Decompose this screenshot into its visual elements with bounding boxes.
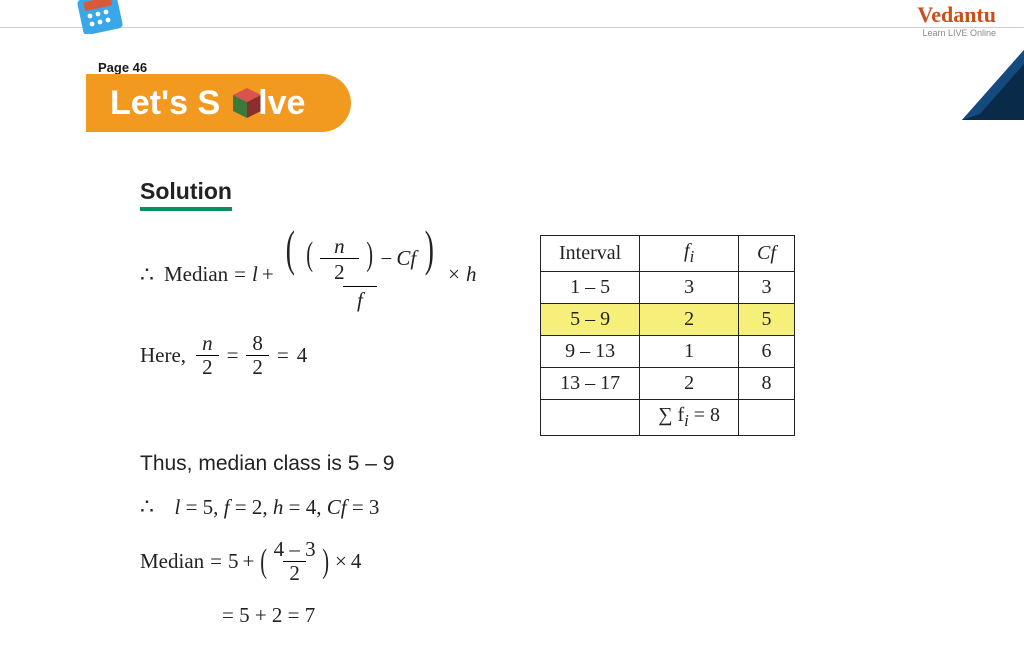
calculator-icon [76, 0, 136, 34]
table-row: 9 – 1316 [541, 336, 795, 368]
table-sum-row: ∑ fi = 8 [541, 400, 795, 436]
calc-num: 4 – 3 [270, 538, 320, 561]
col-interval: Interval [541, 236, 640, 272]
table-header-row: Interval fi Cf [541, 236, 795, 272]
median-label: Median [164, 262, 228, 287]
col-fi: fi [640, 236, 739, 272]
pill-text-left: Let's S [110, 84, 220, 123]
table-cell: 3 [739, 272, 795, 304]
therefore-symbol: ∴ [140, 262, 154, 288]
page-number-label: Page 46 [98, 60, 147, 75]
calc-h: 4 [351, 549, 362, 574]
top-divider [0, 0, 1024, 28]
result-lines: Thus, median class is 5 – 9 ∴ l = 5, f =… [140, 452, 960, 628]
table-cell: 9 – 13 [541, 336, 640, 368]
corner-fold-icon [944, 50, 1024, 130]
section-title-pill: Let's S lve [86, 74, 351, 132]
here-line: Here, n2 = 82 = 4 [140, 332, 520, 379]
calc-den: 2 [283, 561, 306, 585]
median-class-line: Thus, median class is 5 – 9 [140, 452, 960, 476]
median-calc-line: Median = 5 + ( 4 – 3 2 ) × 4 [140, 538, 960, 585]
eight-value: 8 [248, 332, 267, 355]
table-cell: 5 [739, 304, 795, 336]
table-cell: 2 [640, 304, 739, 336]
solution-heading: Solution [140, 178, 232, 211]
params-line: ∴ l = 5, f = 2, h = 4, Cf = 3 [140, 494, 960, 520]
median-label-2: Median [140, 549, 204, 574]
brand-logo: Vedantu Learn LIVE Online [917, 2, 996, 38]
median-formula: ∴ Median = l + ( ( n2 ) −Cf ) f ×h [140, 235, 520, 314]
table-cell: 1 [640, 336, 739, 368]
here-label: Here, [140, 343, 186, 368]
pill-text-right: lve [258, 84, 305, 123]
brand-tagline: Learn LIVE Online [917, 28, 996, 38]
table-cell: 2 [640, 368, 739, 400]
table-row: 5 – 925 [541, 304, 795, 336]
table-row: 1 – 533 [541, 272, 795, 304]
frequency-table-wrap: Interval fi Cf 1 – 5335 – 9259 – 131613 … [540, 235, 795, 436]
table-cell: 5 – 9 [541, 304, 640, 336]
table-cell: 8 [739, 368, 795, 400]
n2-result: 4 [297, 343, 308, 368]
table-cell: 1 – 5 [541, 272, 640, 304]
table-cell: 3 [640, 272, 739, 304]
table-cell: 13 – 17 [541, 368, 640, 400]
table-cell: 6 [739, 336, 795, 368]
table-row: 13 – 1728 [541, 368, 795, 400]
solution-content: Solution ∴ Median = l + ( ( n2 ) −Cf ) [140, 178, 960, 646]
frequency-table: Interval fi Cf 1 – 5335 – 9259 – 131613 … [540, 235, 795, 436]
calc-l: 5 [228, 549, 239, 574]
brand-name: Vedantu [917, 2, 996, 28]
math-column: ∴ Median = l + ( ( n2 ) −Cf ) f ×h [140, 235, 520, 397]
col-cf: Cf [739, 236, 795, 272]
final-result: = 5 + 2 = 7 [222, 603, 960, 628]
